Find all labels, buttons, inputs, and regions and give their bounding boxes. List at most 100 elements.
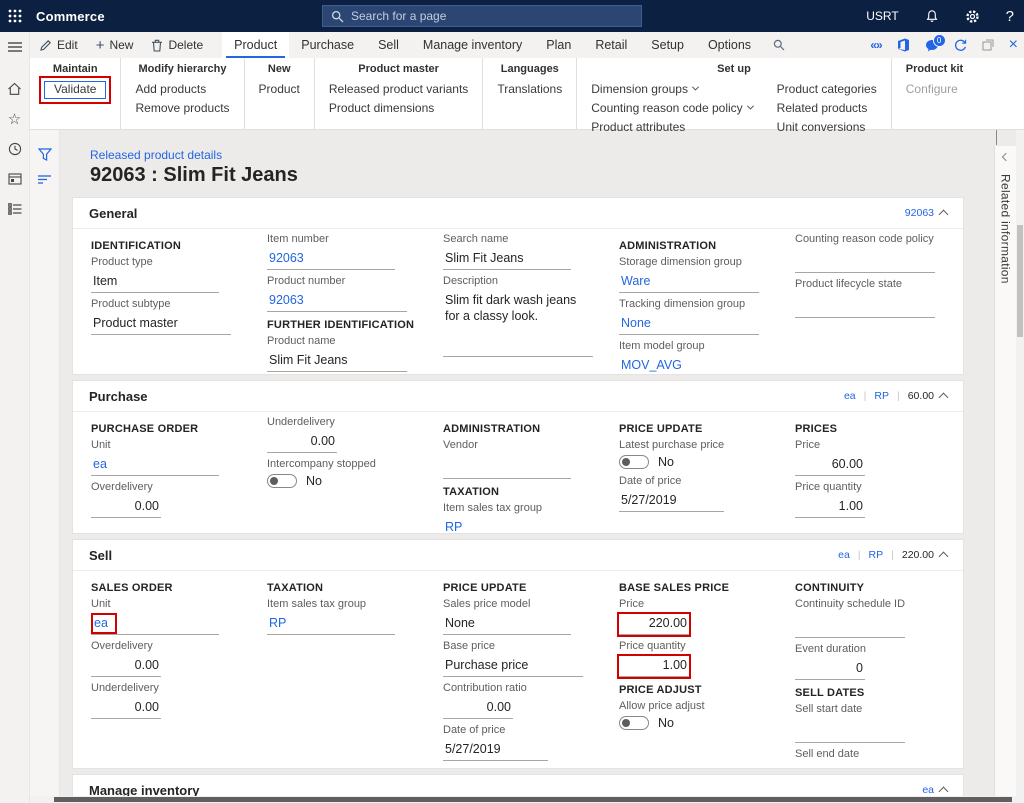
product-type-value[interactable]: Item [91,272,219,293]
product-button[interactable]: Product [258,82,300,96]
new-button[interactable]: + New [87,32,143,58]
product-number-link[interactable]: 92063 [267,291,407,312]
intercompany-stopped-toggle[interactable] [267,474,297,488]
breadcrumb[interactable]: Released product details [90,148,223,162]
continuity-schedule-id-value[interactable] [795,617,905,638]
modules-icon[interactable] [0,164,30,194]
sell-start-date-value[interactable] [795,722,905,743]
translations-button[interactable]: Translations [497,82,563,96]
collapse-chevron-icon[interactable] [938,392,949,403]
actionbar-search-icon[interactable] [763,32,795,58]
product-subtype-value[interactable]: Product master [91,314,231,335]
contribution-ratio-value[interactable]: 0.00 [443,698,513,719]
popout-icon[interactable] [982,39,994,51]
close-icon[interactable]: × [1008,36,1018,53]
released-product-variants-button[interactable]: Released product variants [328,82,469,96]
unit-conversions-button[interactable]: Unit conversions [776,120,866,134]
tab-options[interactable]: Options [707,38,752,52]
section-header-sell[interactable]: Sell ea | RP | 220.00 [73,540,963,570]
tab-purchase[interactable]: Purchase [301,38,355,52]
sell-overdelivery-value[interactable]: 0.00 [91,656,161,677]
vertical-scrollbar[interactable] [1016,130,1024,803]
app-launcher-icon[interactable] [0,0,30,32]
tab-plan[interactable]: Plan [546,38,572,52]
allow-price-adjust-toggle[interactable] [619,716,649,730]
global-search-box[interactable] [322,5,642,27]
purchase-item-sales-tax-group-link[interactable]: RP [443,518,571,533]
sell-price-value[interactable]: 220.00 [619,614,689,635]
search-name-value[interactable]: Slim Fit Jeans [443,249,571,270]
sell-date-of-price-value[interactable]: 5/27/2019 [443,740,548,761]
messages-icon[interactable]: 0 [925,33,946,52]
product-lifecycle-state-value[interactable] [795,297,935,318]
sell-price-quantity-value[interactable]: 1.00 [619,656,689,677]
purchase-date-of-price-value[interactable]: 5/27/2019 [619,491,724,512]
app-name[interactable]: Commerce [36,8,105,24]
sell-item-sales-tax-group-link[interactable]: RP [267,614,395,635]
notifications-bell-icon[interactable] [925,9,939,23]
filter-funnel-icon[interactable] [37,148,52,161]
horizontal-scrollbar-thumb[interactable] [54,797,1012,802]
tab-retail[interactable]: Retail [595,38,628,52]
section-badge-item-number[interactable]: 92063 [904,207,934,219]
favorites-star-icon[interactable]: ☆ [7,111,22,128]
section-header-manage-inventory[interactable]: Manage inventory ea [73,775,963,801]
storage-dimension-group-link[interactable]: Ware [619,272,759,293]
sell-unit-link[interactable]: ea [91,614,219,635]
related-information-panel[interactable]: Related information [994,146,1016,803]
sell-underdelivery-value[interactable]: 0.00 [91,698,161,719]
settings-gear-icon[interactable] [965,9,980,24]
workspaces-list-icon[interactable] [0,194,30,224]
chevron-left-icon[interactable] [1001,152,1010,162]
product-dimensions-button[interactable]: Product dimensions [328,101,435,115]
delete-button[interactable]: Delete [142,32,212,58]
tab-sell[interactable]: Sell [378,38,399,52]
counting-reason-code-policy-button[interactable]: Counting reason code policy [591,99,754,118]
tab-product[interactable]: Product [222,32,290,58]
product-categories-button[interactable]: Product categories [776,82,877,96]
tab-setup[interactable]: Setup [651,38,684,52]
add-products-button[interactable]: Add products [135,82,207,96]
user-initials[interactable]: USRT [866,9,899,23]
help-icon[interactable]: ? [1005,7,1014,25]
validate-button[interactable]: Validate [38,76,112,104]
home-icon[interactable] [0,74,30,104]
purchase-underdelivery-value[interactable]: 0.00 [267,432,337,453]
sales-price-model-value[interactable]: None [443,614,571,635]
insights-icon[interactable]: «» [870,38,882,52]
latest-purchase-price-toggle[interactable] [619,455,649,469]
expand-menu-icon[interactable] [0,32,30,62]
search-input[interactable] [351,9,633,23]
counting-reason-code-policy-value[interactable] [795,252,935,273]
collapse-all-chevron-icon[interactable] [996,130,997,145]
sort-lines-icon[interactable] [37,175,52,184]
remove-products-button[interactable]: Remove products [135,101,230,115]
tab-manage-inventory[interactable]: Manage inventory [422,38,523,52]
purchase-unit-link[interactable]: ea [91,455,219,476]
item-model-group-link[interactable]: MOV_AVG [619,356,759,374]
edit-button[interactable]: Edit [30,32,87,58]
recent-clock-icon[interactable] [0,134,30,164]
product-name-value[interactable]: Slim Fit Jeans [267,351,407,372]
vendor-value[interactable] [443,458,571,479]
purchase-overdelivery-value[interactable]: 0.00 [91,497,161,518]
product-attributes-button[interactable]: Product attributes [591,120,686,134]
related-products-button[interactable]: Related products [776,101,868,115]
section-header-purchase[interactable]: Purchase ea | RP | 60.00 [73,381,963,411]
refresh-icon[interactable] [954,39,967,52]
dimension-groups-button[interactable]: Dimension groups [591,80,752,99]
event-duration-value[interactable]: 0 [795,659,865,680]
description-value[interactable]: Slim fit dark wash jeans for a classy lo… [443,291,593,357]
purchase-price-value[interactable]: 60.00 [795,455,865,476]
section-header-general[interactable]: General 92063 [73,198,963,228]
office-icon[interactable] [897,38,910,52]
collapse-chevron-icon[interactable] [938,551,949,562]
tracking-dimension-group-link[interactable]: None [619,314,759,335]
purchase-price-quantity-value[interactable]: 1.00 [795,497,865,518]
sell-end-date-value[interactable] [795,767,905,768]
item-number-link[interactable]: 92063 [267,249,395,270]
horizontal-scrollbar[interactable] [30,796,1024,803]
collapse-chevron-icon[interactable] [938,209,949,220]
vertical-scrollbar-thumb[interactable] [1017,225,1023,337]
base-price-value[interactable]: Purchase price [443,656,583,677]
